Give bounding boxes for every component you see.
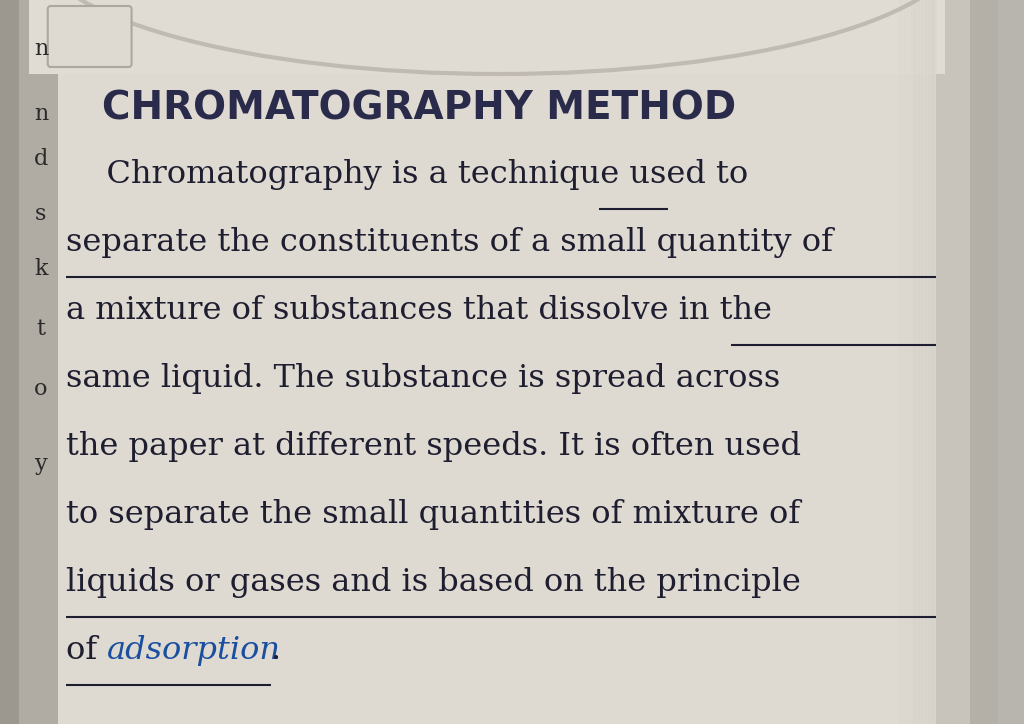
Bar	[930, 0, 932, 724]
Bar	[921, 0, 923, 724]
Bar	[934, 0, 936, 724]
Bar	[933, 0, 935, 724]
Text: the paper at different speeds. It is often used: the paper at different speeds. It is oft…	[67, 431, 801, 462]
Bar	[920, 0, 922, 724]
Bar	[900, 0, 902, 724]
Text: same liquid. The substance is spread across: same liquid. The substance is spread acr…	[67, 363, 780, 394]
Bar	[916, 0, 919, 724]
Text: a mixture of substances that dissolve in the: a mixture of substances that dissolve in…	[67, 295, 772, 326]
Bar	[922, 0, 924, 724]
Bar	[932, 0, 934, 724]
Bar	[912, 0, 914, 724]
Bar	[970, 0, 998, 724]
Bar	[901, 0, 903, 724]
Bar	[925, 0, 927, 724]
Bar	[933, 0, 934, 724]
Bar	[935, 0, 937, 724]
FancyBboxPatch shape	[48, 6, 131, 67]
Text: k: k	[34, 258, 48, 280]
Bar	[928, 0, 930, 724]
Bar	[0, 0, 58, 724]
Text: Chromatography is a technique used to: Chromatography is a technique used to	[67, 159, 749, 190]
Text: o: o	[34, 378, 48, 400]
Bar	[899, 0, 901, 724]
Bar	[926, 0, 928, 724]
Bar	[913, 0, 915, 724]
Bar	[903, 0, 905, 724]
Bar	[923, 0, 925, 724]
Bar	[909, 0, 911, 724]
Bar	[907, 0, 909, 724]
Bar	[930, 0, 931, 724]
Bar	[936, 0, 998, 724]
Bar	[929, 0, 931, 724]
Bar	[911, 0, 913, 724]
Bar	[903, 0, 905, 724]
Text: y: y	[35, 453, 47, 475]
Bar	[926, 0, 928, 724]
Bar	[914, 0, 916, 724]
Text: to separate the small quantities of mixture of: to separate the small quantities of mixt…	[67, 499, 801, 530]
Bar	[909, 0, 911, 724]
Bar	[910, 0, 912, 724]
Bar	[902, 0, 904, 724]
Text: s: s	[35, 203, 47, 225]
Bar	[906, 0, 908, 724]
Bar	[900, 0, 901, 724]
Bar	[897, 0, 899, 724]
Bar	[30, 0, 945, 74]
Text: n: n	[34, 103, 48, 125]
Bar	[897, 0, 898, 724]
Text: n: n	[34, 38, 48, 60]
Bar	[913, 0, 914, 724]
Bar	[908, 0, 910, 724]
Text: d: d	[34, 148, 48, 170]
Text: .: .	[271, 635, 281, 666]
Bar	[919, 0, 921, 724]
Bar	[916, 0, 918, 724]
Bar	[924, 0, 926, 724]
Bar	[906, 0, 908, 724]
Bar	[923, 0, 925, 724]
Bar	[918, 0, 920, 724]
Text: liquids or gases and is based on the principle: liquids or gases and is based on the pri…	[67, 567, 801, 598]
Bar	[915, 0, 918, 724]
Bar	[905, 0, 907, 724]
Bar	[904, 0, 906, 724]
Bar	[920, 0, 922, 724]
Text: separate the constituents of a small quantity of: separate the constituents of a small qua…	[67, 227, 834, 258]
Bar	[898, 0, 900, 724]
Bar	[0, 0, 19, 724]
Bar	[931, 0, 933, 724]
Bar	[927, 0, 929, 724]
Text: of: of	[67, 635, 108, 666]
Text: CHROMATOGRAPHY METHOD: CHROMATOGRAPHY METHOD	[102, 89, 736, 127]
Text: t: t	[37, 318, 45, 340]
Text: adsorption: adsorption	[108, 635, 282, 666]
